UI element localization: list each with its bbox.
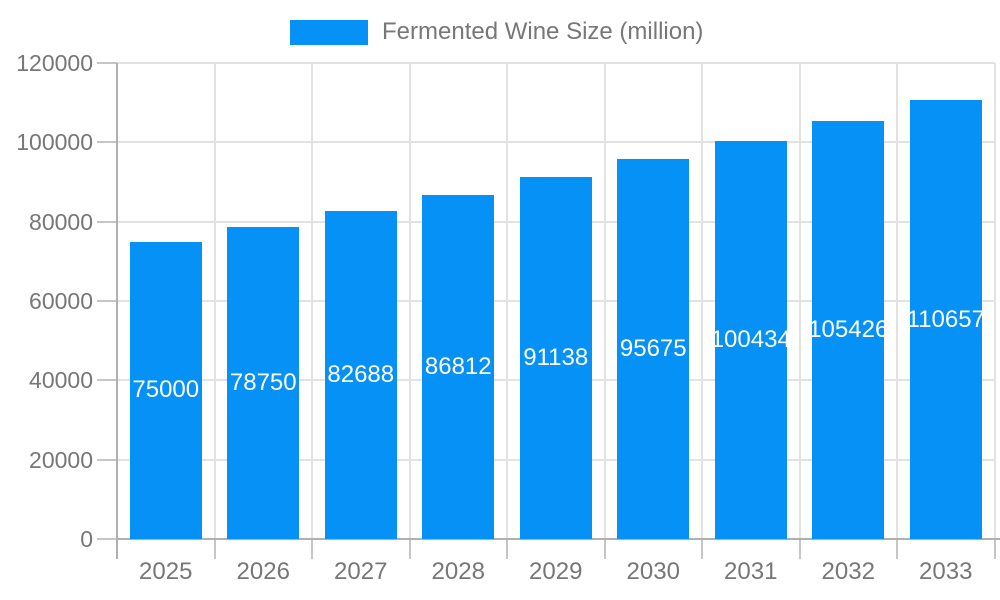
x-gridline: [701, 63, 703, 539]
y-axis-label: 0: [80, 526, 93, 552]
x-gridline: [506, 63, 508, 539]
x-gridline: [408, 63, 411, 539]
y-axis-line: [116, 63, 118, 559]
bar-value-label: 82688: [327, 361, 395, 388]
bar: [129, 241, 202, 539]
x-axis-tick: [798, 539, 801, 559]
x-gridline: [798, 63, 801, 539]
y-axis-label: 80000: [29, 208, 93, 235]
legend-swatch: [290, 20, 368, 45]
bar: [714, 140, 787, 539]
x-axis-tick: [408, 539, 411, 559]
x-axis-tick: [311, 539, 313, 559]
y-axis-label: 40000: [29, 367, 93, 394]
y-axis-tick: [97, 141, 117, 144]
bar-value-label: 91138: [523, 344, 589, 372]
x-axis-label: 2027: [334, 558, 388, 585]
x-axis-tick: [896, 539, 898, 559]
bar-value-label: 78750: [229, 368, 297, 396]
bar-value-label: 86812: [424, 352, 492, 380]
bar-value-label: 105426: [808, 315, 889, 343]
bar: [519, 177, 592, 539]
x-axis-tick: [701, 539, 703, 559]
bar-value-label: 110657: [906, 305, 985, 333]
legend-label: Fermented Wine Size (million): [382, 18, 704, 45]
x-axis-line: [117, 538, 1000, 540]
bar-value-label: 75000: [132, 376, 200, 404]
y-axis-label: 20000: [29, 446, 93, 473]
x-axis-label: 2025: [139, 558, 193, 585]
x-axis-label: 2030: [626, 558, 680, 585]
y-axis-tick: [97, 458, 117, 461]
x-axis-tick: [213, 539, 216, 559]
x-axis-label: 2029: [529, 558, 583, 585]
y-axis-tick: [97, 220, 117, 223]
y-gridline: [117, 141, 995, 144]
y-axis-label: 100000: [16, 129, 93, 156]
x-gridline: [213, 63, 216, 539]
y-axis-label: 60000: [29, 288, 93, 314]
x-axis-label: 2033: [919, 558, 973, 585]
y-axis-tick: [97, 300, 117, 302]
bar-value-label: 95675: [619, 335, 687, 363]
bar-value-label: 100434: [710, 325, 791, 353]
x-axis-tick: [603, 539, 606, 559]
y-axis-label: 120000: [16, 50, 93, 76]
x-axis-label: 2028: [431, 558, 485, 585]
x-axis-label: 2026: [236, 558, 290, 585]
x-axis-tick: [506, 539, 508, 559]
x-gridline: [993, 63, 996, 539]
bar: [324, 211, 397, 539]
y-axis-tick: [97, 62, 117, 64]
y-axis-tick: [97, 379, 117, 382]
bar: [617, 159, 690, 539]
x-gridline: [311, 63, 313, 539]
bar: [227, 226, 300, 539]
x-axis-label: 2032: [821, 558, 875, 585]
y-gridline: [117, 62, 995, 64]
x-gridline: [896, 63, 898, 539]
x-gridline: [603, 63, 606, 539]
x-axis-label: 2031: [724, 558, 778, 585]
bar: [422, 194, 495, 539]
bar: [909, 100, 982, 539]
x-axis-tick: [993, 539, 996, 559]
bar: [812, 120, 885, 539]
y-axis-tick: [97, 538, 117, 540]
